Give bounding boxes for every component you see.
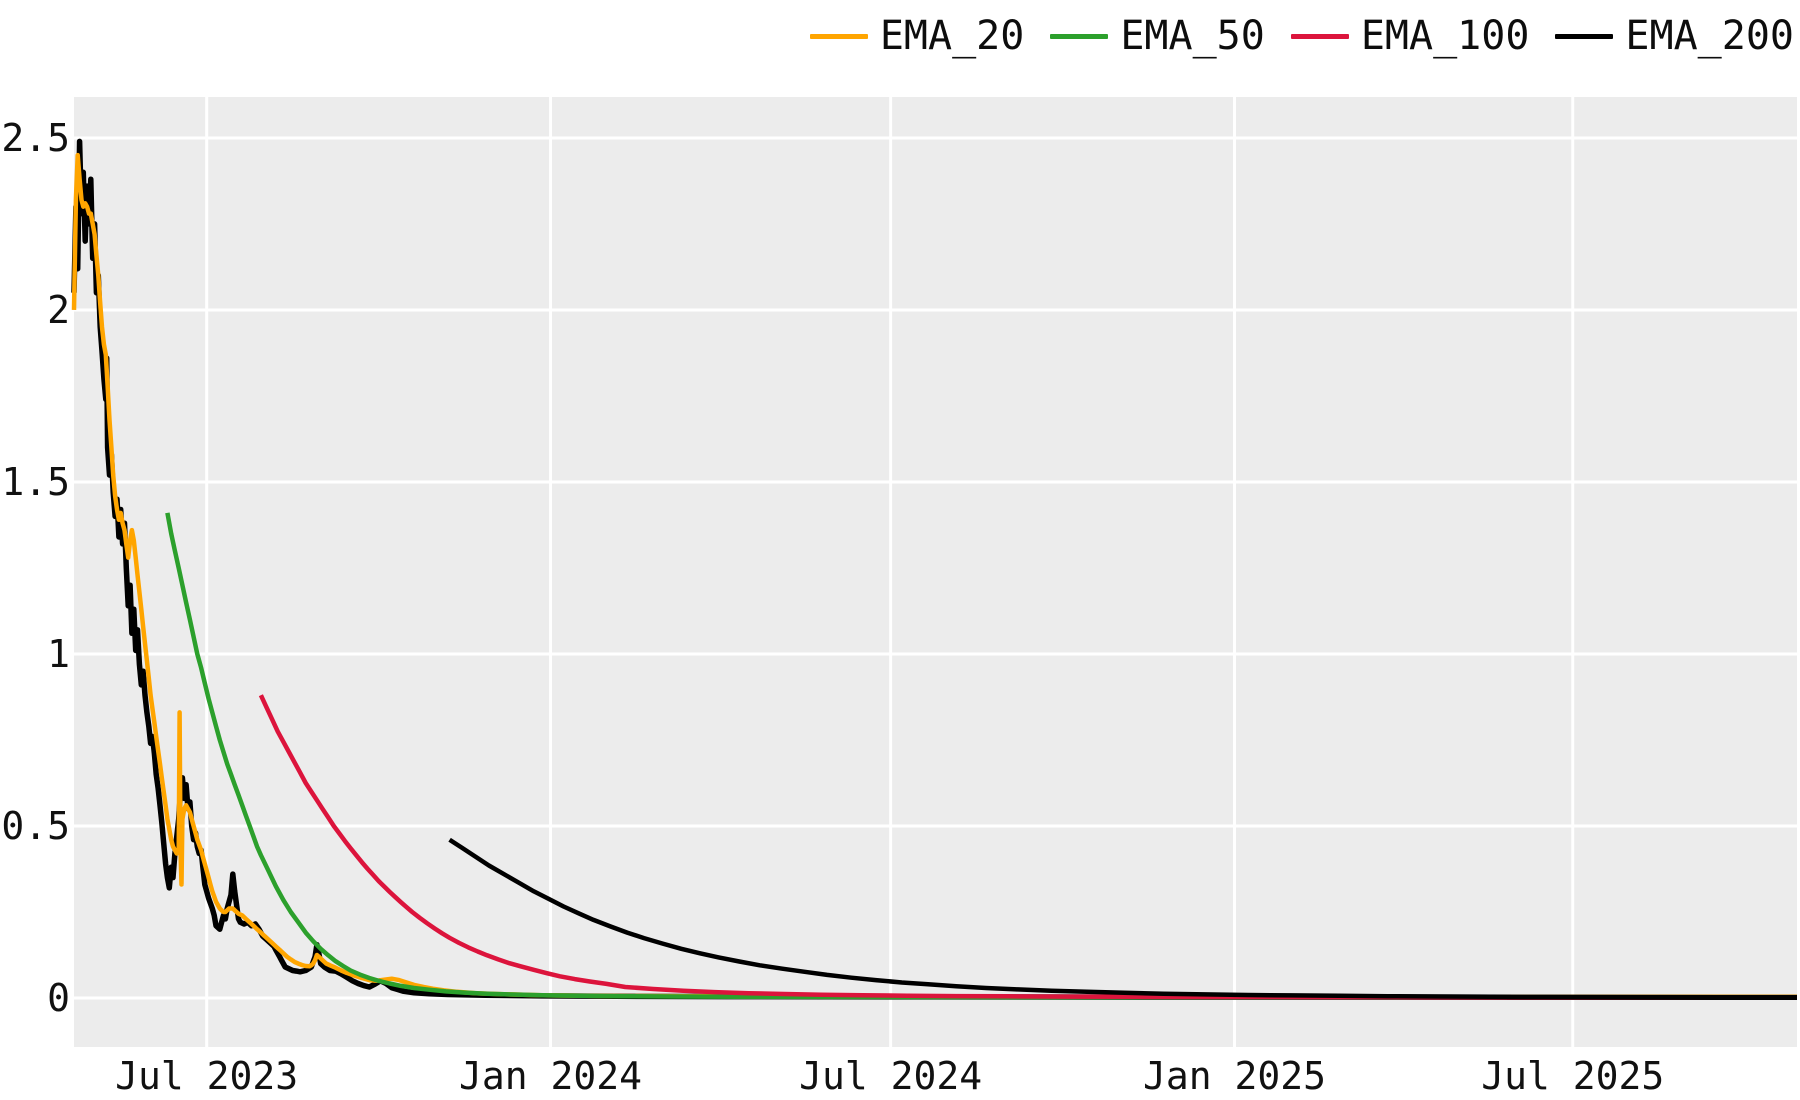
y-tick-label: 2 — [47, 288, 70, 332]
legend-item-ema-200: EMA_200 — [1555, 14, 1794, 58]
legend-item-ema-50: EMA_50 — [1050, 14, 1265, 58]
y-tick-label: 1 — [47, 632, 70, 676]
legend-line-ema-200-icon — [1555, 33, 1614, 39]
legend-line-ema-100-icon — [1290, 33, 1349, 39]
x-tick-label: Jan 2024 — [459, 1054, 642, 1098]
plot-background — [74, 97, 1797, 1047]
legend-item-ema-20: EMA_20 — [809, 13, 1025, 59]
series-line-ema_20 — [71, 152, 1797, 1000]
legend-line-ema-50-icon — [1050, 33, 1109, 39]
y-tick-label: 1.5 — [1, 460, 70, 504]
x-tick-label: Jul 2024 — [799, 1054, 982, 1098]
legend-item-ema-100: EMA_100 — [1290, 13, 1530, 59]
x-tick-label: Jan 2025 — [1143, 1054, 1326, 1098]
x-tick-label: Jul 2023 — [115, 1054, 298, 1098]
legend-label-ema-20: EMA_20 — [879, 13, 1025, 59]
legend: EMA_20 EMA_50 EMA_100 EMA_200 — [809, 13, 1794, 59]
x-tick-label: Jul 2025 — [1481, 1054, 1664, 1098]
series-line-ema_50 — [165, 512, 1797, 1000]
y-tick-label: 0.5 — [1, 804, 70, 848]
series-line-ema_200 — [448, 837, 1798, 1000]
legend-label-ema-200: EMA_200 — [1625, 13, 1794, 59]
legend-line-ema-20-icon — [809, 33, 868, 39]
y-tick-label: 0 — [47, 976, 70, 1020]
series-line-ema_100 — [258, 694, 1797, 1000]
legend-label-ema-50: EMA_50 — [1120, 13, 1265, 59]
legend-label-ema-100: EMA_100 — [1360, 13, 1530, 59]
y-tick-label: 2.5 — [1, 116, 70, 160]
